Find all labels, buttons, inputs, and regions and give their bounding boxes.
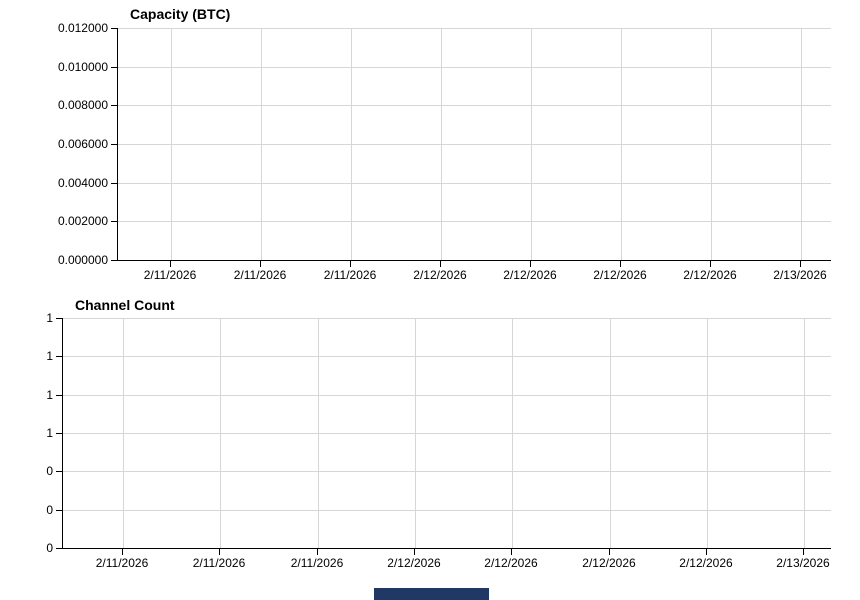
y-axis-tick-label: 0.006000 [57,137,108,151]
x-axis-tick-label: 2/11/2026 [143,268,197,282]
y-axis-tick-label: 0.010000 [57,60,108,74]
x-axis-tick-label: 2/11/2026 [233,268,287,282]
y-axis-tick-label: 0.004000 [57,176,108,190]
y-axis-tick-label: 0.000000 [57,253,108,267]
h-gridline [118,28,831,29]
x-axis-tick-label: 2/12/2026 [582,556,636,570]
h-gridline [63,356,831,357]
x-tick-mark [350,261,351,267]
y-axis-tick-label: 0.012000 [57,21,108,35]
h-gridline [118,144,831,145]
y-tick-mark [56,318,62,319]
y-tick-mark [111,183,117,184]
v-gridline [512,318,513,548]
h-gridline [118,183,831,184]
y-axis-tick-label: 0 [46,464,53,478]
x-axis-tick-label: 2/12/2026 [413,268,467,282]
x-axis-tick-label: 2/12/2026 [683,268,737,282]
x-tick-mark [609,549,610,555]
h-gridline [63,395,831,396]
x-tick-mark [260,261,261,267]
y-axis-tick-label: 1 [46,311,53,325]
y-axis-tick-label: 1 [46,388,53,402]
h-gridline [118,105,831,106]
chart-title-channel-count: Channel Count [75,297,175,313]
x-axis-tick-label: 2/12/2026 [503,268,557,282]
h-gridline [118,221,831,222]
h-gridline [63,510,831,511]
x-tick-mark [803,549,804,555]
x-tick-mark [440,261,441,267]
x-axis-tick-label: 2/11/2026 [95,556,149,570]
v-gridline [415,318,416,548]
x-axis-tick-label: 2/12/2026 [679,556,733,570]
y-tick-mark [111,28,117,29]
v-gridline [621,28,622,260]
v-gridline [610,318,611,548]
h-gridline [63,471,831,472]
v-gridline [441,28,442,260]
x-tick-mark [710,261,711,267]
x-axis-tick-label: 2/12/2026 [484,556,538,570]
y-tick-mark [56,395,62,396]
v-gridline [711,28,712,260]
v-gridline [531,28,532,260]
y-tick-mark [56,510,62,511]
x-tick-mark [170,261,171,267]
plot-area [117,28,831,261]
y-axis-tick-label: 1 [46,426,53,440]
x-tick-mark [317,549,318,555]
x-tick-mark [800,261,801,267]
y-tick-mark [56,471,62,472]
v-gridline [261,28,262,260]
y-tick-mark [111,105,117,106]
v-gridline [171,28,172,260]
y-axis-tick-label: 0.008000 [57,98,108,112]
h-gridline [63,433,831,434]
x-tick-mark [530,261,531,267]
y-tick-mark [56,356,62,357]
y-tick-mark [111,67,117,68]
taskbar-fragment[interactable] [374,588,489,600]
y-tick-mark [111,221,117,222]
y-tick-mark [56,433,62,434]
h-gridline [63,318,831,319]
y-tick-mark [111,260,117,261]
x-tick-mark [219,549,220,555]
v-gridline [351,28,352,260]
x-axis-tick-label: 2/11/2026 [290,556,344,570]
y-axis-tick-label: 1 [46,349,53,363]
y-tick-mark [56,548,62,549]
y-axis-tick-label: 0.002000 [57,214,108,228]
h-gridline [118,67,831,68]
x-tick-mark [122,549,123,555]
x-axis-tick-label: 2/13/2026 [773,268,827,282]
v-gridline [123,318,124,548]
v-gridline [318,318,319,548]
plot-area [62,318,831,549]
x-tick-mark [620,261,621,267]
v-gridline [804,318,805,548]
v-gridline [220,318,221,548]
x-axis-tick-label: 2/12/2026 [387,556,441,570]
x-tick-mark [414,549,415,555]
y-tick-mark [111,144,117,145]
x-axis-tick-label: 2/11/2026 [192,556,246,570]
x-axis-tick-label: 2/12/2026 [593,268,647,282]
x-tick-mark [511,549,512,555]
v-gridline [707,318,708,548]
x-axis-tick-label: 2/11/2026 [323,268,377,282]
x-axis-tick-label: 2/13/2026 [776,556,830,570]
chart-title-capacity: Capacity (BTC) [130,6,231,22]
y-axis-tick-label: 0 [46,541,53,555]
x-tick-mark [706,549,707,555]
y-axis-tick-label: 0 [46,503,53,517]
v-gridline [801,28,802,260]
